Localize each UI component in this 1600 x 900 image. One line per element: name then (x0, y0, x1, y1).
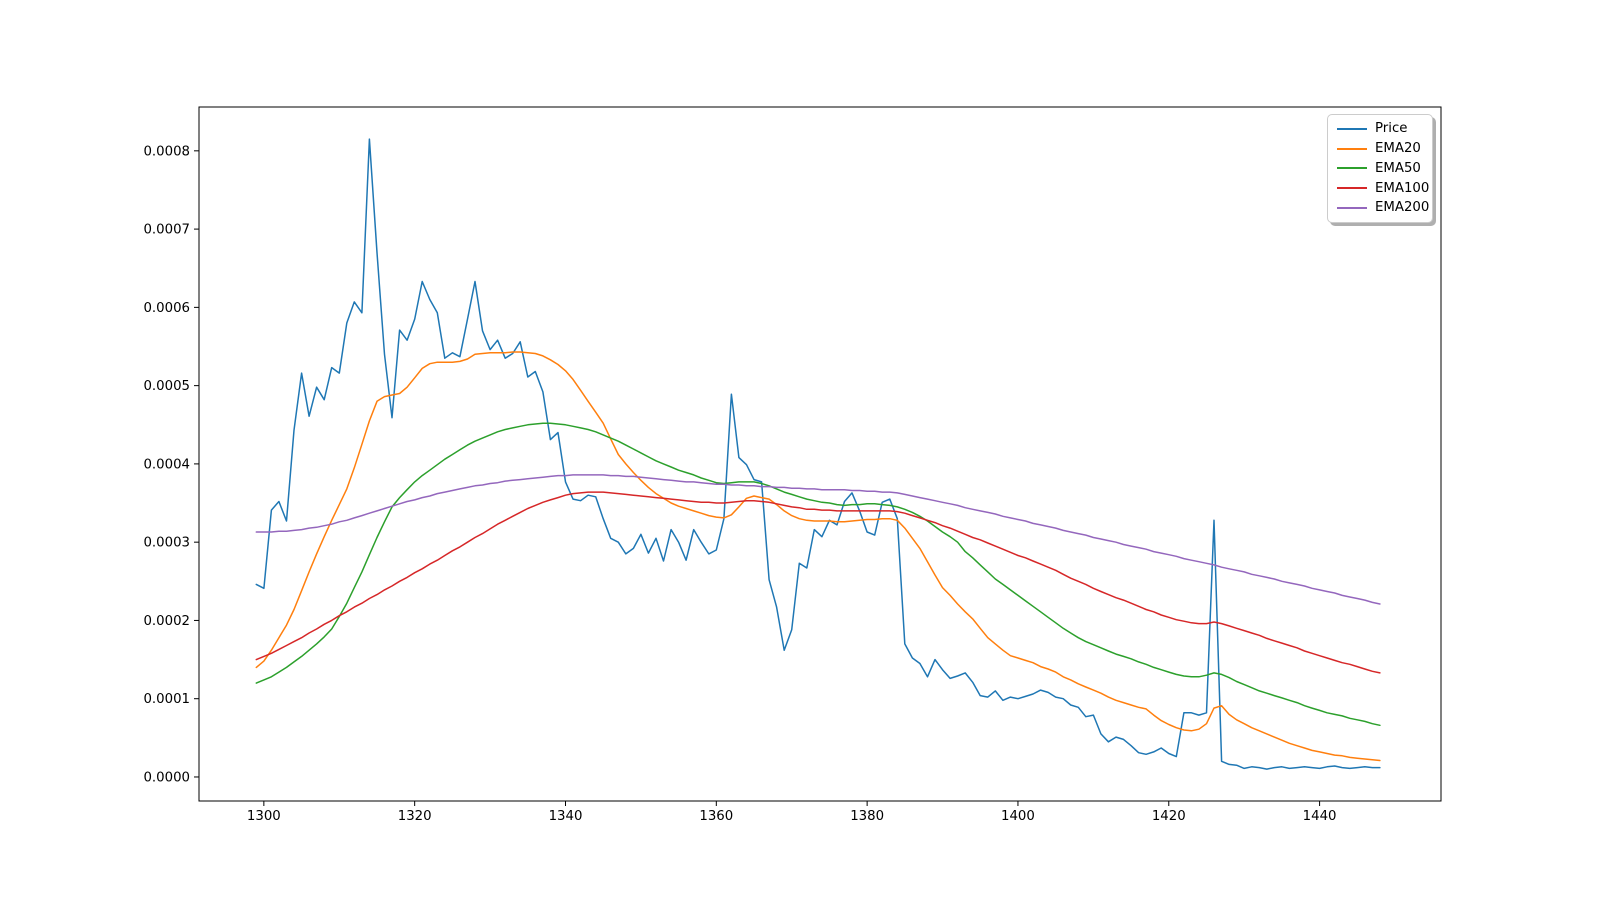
x-tick-label: 1420 (1152, 809, 1186, 824)
y-tick-label: 0.0004 (143, 457, 190, 472)
legend-entry-ema20: EMA20 (1328, 139, 1432, 159)
legend-entry-ema50: EMA50 (1328, 159, 1432, 179)
x-tick-label: 1300 (247, 809, 281, 824)
legend-label: Price (1375, 121, 1408, 137)
y-tick-label: 0.0006 (143, 301, 190, 316)
legend-entry-ema200: EMA200 (1328, 198, 1432, 218)
series-line-ema50 (255, 422, 1381, 727)
series-line-ema20 (255, 351, 1381, 762)
legend-label: EMA200 (1375, 200, 1430, 216)
y-tick-label: 0.0005 (143, 379, 190, 394)
x-tick-label: 1340 (549, 809, 583, 824)
legend-line-swatch (1337, 207, 1367, 210)
legend-line-swatch (1337, 167, 1367, 170)
x-tick-label: 1400 (1001, 809, 1035, 824)
legend: Price EMA20 EMA50 EMA100 EMA200 (1327, 114, 1433, 223)
x-tick-label: 1380 (850, 809, 884, 824)
series-line-price (255, 138, 1381, 770)
legend-entry-ema100: EMA100 (1328, 178, 1432, 198)
x-tick-label: 1440 (1303, 809, 1337, 824)
y-tick-label: 0.0002 (143, 614, 190, 629)
series-line-ema200 (255, 474, 1381, 605)
legend-line-swatch (1337, 187, 1367, 190)
legend-label: EMA20 (1375, 141, 1421, 157)
x-tick-label: 1360 (699, 809, 733, 824)
legend-entry-price: Price (1328, 119, 1432, 139)
legend-label: EMA50 (1375, 160, 1421, 176)
legend-line-swatch (1337, 147, 1367, 150)
plot-border (198, 106, 1442, 802)
y-tick-label: 0.0007 (143, 223, 190, 238)
legend-line-swatch (1337, 127, 1367, 130)
series-line-ema100 (255, 491, 1381, 674)
x-tick-label: 1320 (398, 809, 432, 824)
y-tick-label: 0.0001 (143, 692, 190, 707)
legend-label: EMA100 (1375, 180, 1430, 196)
y-tick-label: 0.0003 (143, 536, 190, 551)
y-tick-label: 0.0000 (143, 770, 190, 785)
y-tick-label: 0.0008 (143, 144, 190, 159)
